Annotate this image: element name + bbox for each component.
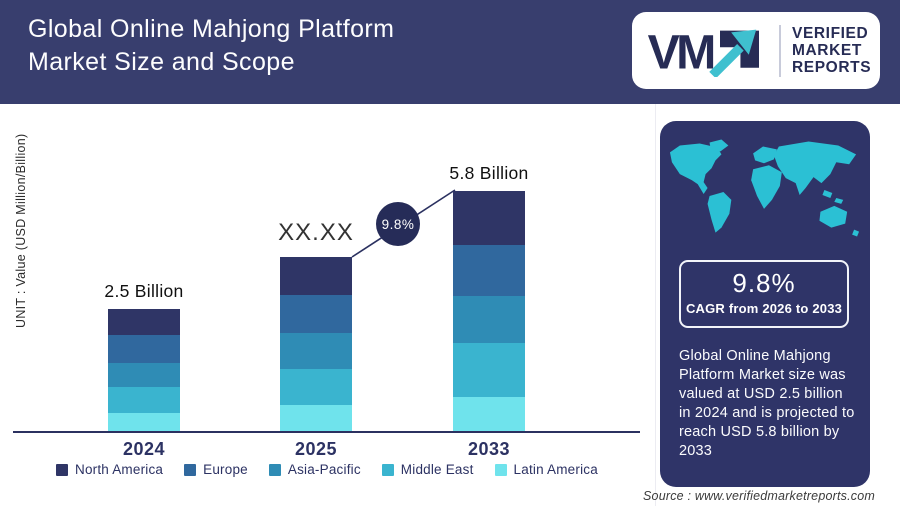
bar-value-label-2025: XX.XX bbox=[278, 219, 354, 246]
bar-2025-segment-asia-pacific bbox=[280, 333, 352, 369]
legend-swatch-asia-pacific bbox=[268, 463, 281, 476]
market-summary-text: Global Online Mahjong Platform Market si… bbox=[679, 348, 855, 459]
summary-sidebar: 9.8% CAGR from 2026 to 2033 Global Onlin… bbox=[660, 121, 870, 487]
x-axis-label-2033: 2033 bbox=[467, 439, 511, 459]
legend-label-middle-east: Middle East bbox=[400, 462, 474, 477]
legend-item-north-america: North America bbox=[56, 462, 163, 477]
vmr-logo-arrow-shaft bbox=[709, 43, 744, 77]
x-axis-label-2025: 2025 bbox=[294, 439, 338, 459]
page-title-line1: Global Online Mahjong Platform bbox=[28, 15, 395, 43]
chart-legend: North America Europe Asia-Pacific Middle Ea… bbox=[56, 462, 598, 477]
bar-2025-segment-latin-america bbox=[280, 405, 352, 433]
bar-2033-segment-europe bbox=[453, 245, 525, 296]
world-map-icon bbox=[669, 139, 860, 237]
bar-2024-segment-middle-east bbox=[108, 387, 180, 413]
legend-item-latin-america: Latin America bbox=[494, 462, 598, 477]
vmr-logo: VM VERIFIED MARKET REPORTS bbox=[632, 12, 880, 89]
bar-2033 bbox=[453, 191, 525, 433]
bar-2024-segment-north-america bbox=[108, 309, 180, 335]
bar-2024-segment-europe bbox=[108, 335, 180, 363]
bar-2033-segment-middle-east bbox=[453, 343, 525, 397]
x-axis-baseline bbox=[13, 431, 640, 433]
legend-label-europe: Europe bbox=[203, 462, 248, 477]
bar-2033-segment-north-america bbox=[453, 191, 525, 245]
legend-item-asia-pacific: Asia-Pacific bbox=[268, 462, 361, 477]
page-title-line2: Market Size and Scope bbox=[28, 48, 295, 76]
legend-swatch-europe bbox=[184, 463, 197, 476]
bar-2024-segment-latin-america bbox=[108, 413, 180, 433]
legend-label-latin-america: Latin America bbox=[513, 462, 598, 477]
bar-2025-segment-north-america bbox=[280, 257, 352, 295]
logo-divider bbox=[779, 24, 781, 77]
legend-label-north-america: North America bbox=[75, 462, 164, 477]
bar-2033-segment-latin-america bbox=[453, 397, 525, 433]
legend-swatch-middle-east bbox=[381, 463, 394, 476]
y-axis-unit-label: UNIT : Value (USD Million/Billion) bbox=[14, 133, 28, 329]
x-axis-label-2024: 2024 bbox=[122, 439, 166, 459]
bar-2024-segment-asia-pacific bbox=[108, 363, 180, 387]
logo-word-reports: REPORTS bbox=[792, 59, 872, 76]
bar-2025 bbox=[280, 257, 352, 433]
logo-word-market: MARKET bbox=[792, 42, 862, 59]
legend-swatch-latin-america bbox=[494, 463, 507, 476]
logo-wordmark: VERIFIED MARKET REPORTS bbox=[792, 25, 871, 76]
content-divider bbox=[655, 104, 656, 506]
vmr-logo-mark-text: VM bbox=[648, 25, 713, 76]
cagr-box: 9.8% CAGR from 2026 to 2033 bbox=[679, 260, 849, 328]
cagr-value: 9.8% bbox=[732, 268, 796, 298]
bar-2025-segment-europe bbox=[280, 295, 352, 333]
bar-2024 bbox=[108, 309, 180, 433]
legend-item-europe: Europe bbox=[184, 462, 248, 477]
bar-value-label-2024: 2.5 Billion bbox=[104, 281, 184, 301]
page-title: Global Online Mahjong Platform Market Si… bbox=[28, 13, 394, 79]
source-attribution: Source : www.verifiedmarketreports.com bbox=[643, 489, 875, 503]
bar-value-label-2033: 5.8 Billion bbox=[449, 163, 529, 183]
vmr-logo-icon: VM bbox=[648, 25, 759, 77]
cagr-period-label: CAGR from 2026 to 2033 bbox=[685, 301, 843, 316]
bar-2033-segment-asia-pacific bbox=[453, 296, 525, 343]
legend-label-asia-pacific: Asia-Pacific bbox=[287, 462, 361, 477]
legend-item-middle-east: Middle East bbox=[381, 462, 474, 477]
header-bar: Global Online Mahjong Platform Market Si… bbox=[0, 0, 900, 104]
bar-2025-segment-middle-east bbox=[280, 369, 352, 405]
legend-swatch-north-america bbox=[56, 463, 68, 476]
vmr-logo-arrow-head bbox=[731, 29, 757, 55]
logo-word-verified: VERIFIED bbox=[792, 25, 869, 42]
